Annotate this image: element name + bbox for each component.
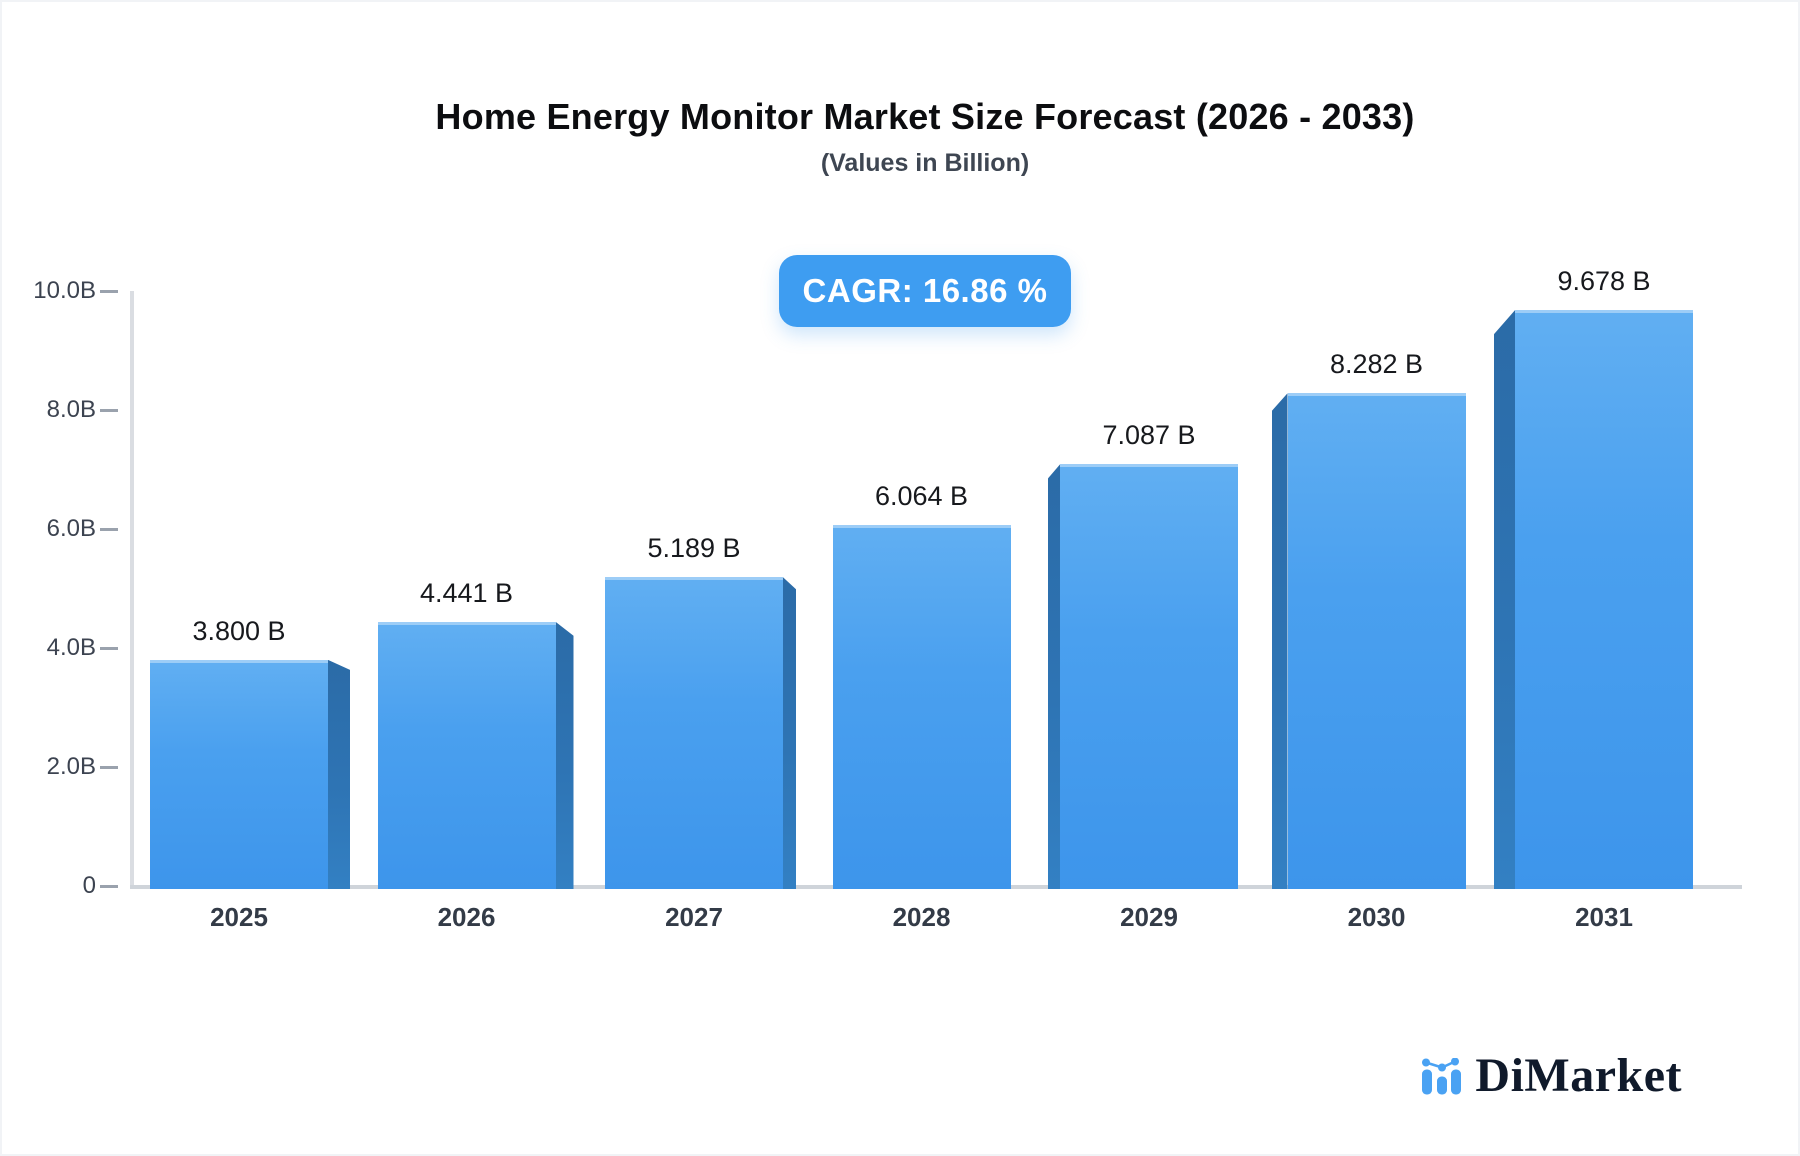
y-axis-tick-label: 0 xyxy=(82,872,96,899)
x-axis-label: 2029 xyxy=(1120,902,1178,932)
bar-value-label: 3.800 B xyxy=(192,615,286,646)
bar-value-label: 7.087 B xyxy=(1102,420,1196,451)
bar-side-2027 xyxy=(783,577,796,889)
y-axis-tick-label: 6.0B xyxy=(46,515,96,542)
y-axis-tick xyxy=(100,885,118,888)
bar-2030 xyxy=(1287,393,1466,889)
y-axis-tick xyxy=(100,528,118,531)
y-axis-tick xyxy=(100,409,118,412)
bar-side-2030 xyxy=(1271,393,1288,889)
x-axis-label: 2026 xyxy=(437,902,496,932)
y-axis-tick-label: 4.0B xyxy=(46,634,96,661)
x-axis-label: 2030 xyxy=(1347,902,1406,932)
brand-name: DiMarket xyxy=(1475,1049,1682,1102)
bar-value-label: 8.282 B xyxy=(1329,349,1424,380)
bar-2029 xyxy=(1060,464,1238,889)
y-axis-tick-label: 2.0B xyxy=(46,753,96,780)
cagr-badge: CAGR: 16.86 % xyxy=(779,255,1071,327)
bar-2028 xyxy=(832,525,1011,889)
bar-2031 xyxy=(1515,310,1693,889)
y-axis-line xyxy=(130,291,134,889)
x-axis-label: 2027 xyxy=(665,902,723,932)
y-axis-tick xyxy=(100,290,118,293)
x-axis-label: 2028 xyxy=(892,902,951,932)
bar-value-label: 9.678 B xyxy=(1557,266,1651,297)
bar-value-label: 6.064 B xyxy=(874,481,969,512)
x-axis-label: 2031 xyxy=(1575,902,1633,932)
mini-bar-chart-logo-icon xyxy=(1422,1057,1462,1094)
bar-side-2026 xyxy=(555,621,574,889)
x-axis-label: 2025 xyxy=(210,902,268,932)
bar-value-label: 5.189 B xyxy=(647,533,741,564)
bar-side-2031 xyxy=(1494,310,1515,889)
bar-side-2025 xyxy=(328,659,350,889)
chart-title: Home Energy Monitor Market Size Forecast… xyxy=(435,96,1415,137)
chart-subtitle: (Values in Billion) xyxy=(820,149,1030,177)
bar-side-2029 xyxy=(1048,464,1060,889)
bar-2025 xyxy=(150,659,328,889)
y-axis-tick xyxy=(100,647,118,650)
brand-logo: DiMarket xyxy=(1421,1052,1682,1100)
bar-2027 xyxy=(605,577,783,889)
bar-2026 xyxy=(377,621,556,889)
y-axis-tick xyxy=(100,766,118,769)
bar-value-label: 4.441 B xyxy=(419,577,514,608)
y-axis-tick-label: 8.0B xyxy=(46,396,96,423)
y-axis-tick-label: 10.0B xyxy=(33,277,96,304)
